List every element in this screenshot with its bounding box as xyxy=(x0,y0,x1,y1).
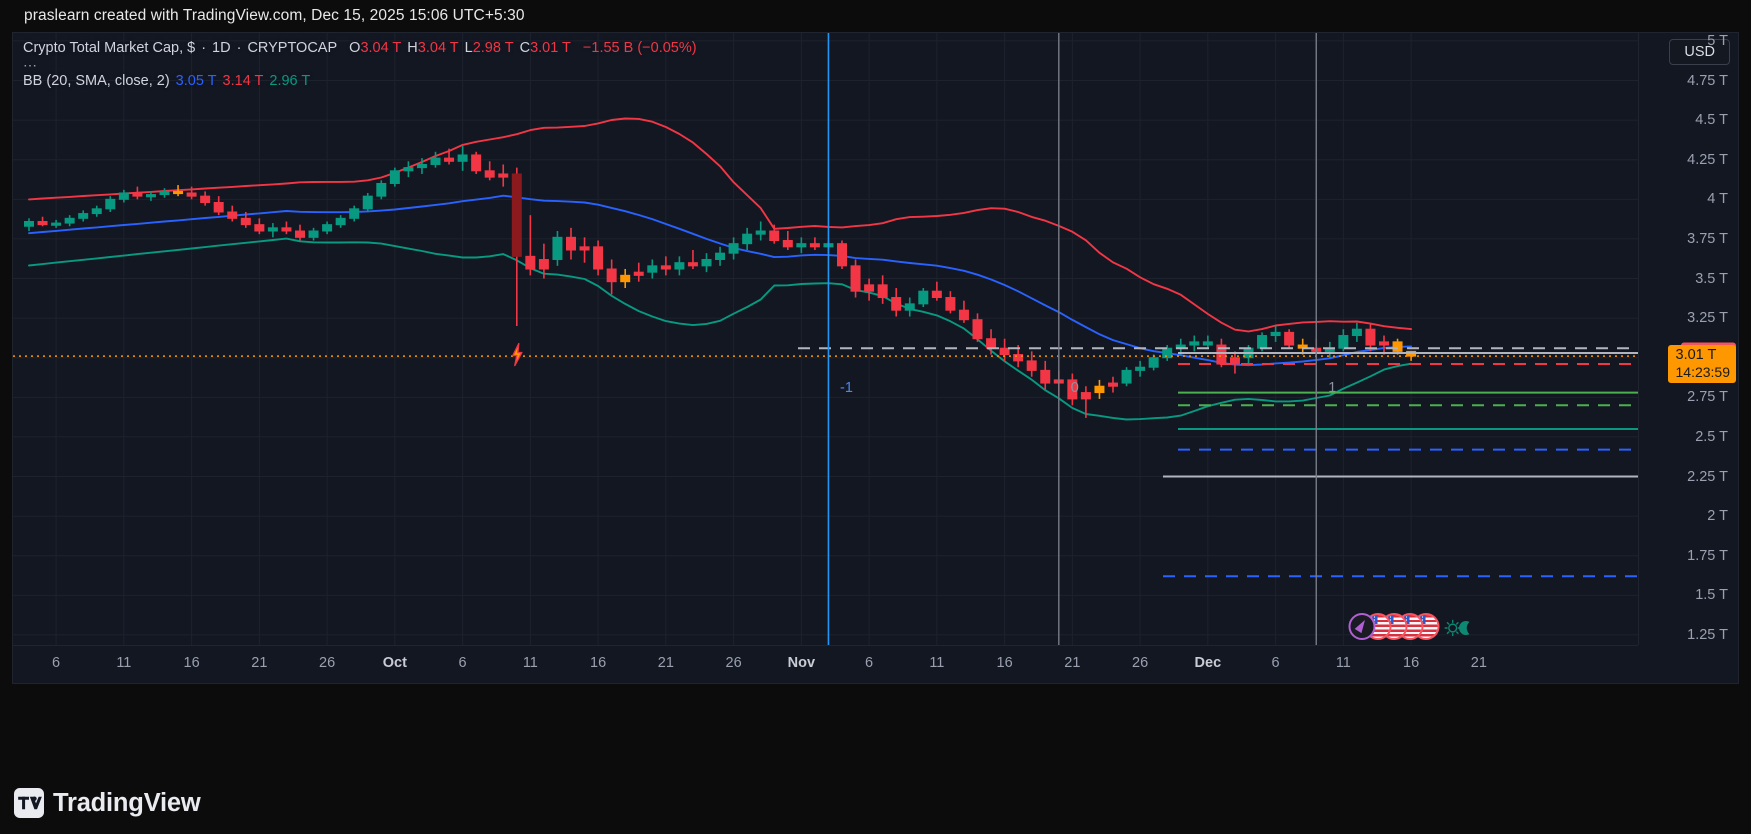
price-tick: 4.25 T xyxy=(1687,151,1728,168)
tradingview-mark-icon xyxy=(14,788,44,818)
chart-frame: -1 0 1 Crypto Total Market Cap, $ · 1D · CRYPT… xyxy=(12,32,1739,684)
time-tick: 16 xyxy=(183,655,200,671)
price-scale[interactable]: USD 5 T 4.75 T 4.5 T 4.25 T 4 T 3.75 T 3.5 T 3.… xyxy=(1638,33,1738,645)
attribution-bar: praslearn created with TradingView.com, … xyxy=(0,0,1751,32)
price-tick: 1.25 T xyxy=(1687,626,1728,643)
time-tick: 26 xyxy=(1132,655,1149,671)
time-tick: 11 xyxy=(929,655,945,671)
price-tick: 2.5 T xyxy=(1695,428,1728,445)
time-tick: 26 xyxy=(725,655,742,671)
price-tick: 4.75 T xyxy=(1687,72,1728,89)
time-tick: 21 xyxy=(1470,655,1487,671)
time-tick: 16 xyxy=(1403,655,1420,671)
time-tick: 6 xyxy=(52,655,61,671)
bar-countdown: 14:23:59 xyxy=(1675,364,1731,381)
price-tick: 1.5 T xyxy=(1695,587,1728,604)
time-tick: 21 xyxy=(1064,655,1081,671)
currency-button[interactable]: USD xyxy=(1669,39,1730,65)
price-tick: 2 T xyxy=(1707,508,1728,525)
price-tick: 5 T xyxy=(1707,32,1728,49)
series-level-label-2: 1 xyxy=(1328,380,1337,397)
price-tick: 3.25 T xyxy=(1687,310,1728,327)
time-tick: 16 xyxy=(590,655,607,671)
time-tick: 11 xyxy=(1335,655,1351,671)
day-night-icon[interactable] xyxy=(1443,617,1473,639)
chart-canvas xyxy=(13,33,1638,645)
time-tick: Nov xyxy=(787,655,816,671)
price-tick: 2.75 T xyxy=(1687,389,1728,406)
time-tick: 6 xyxy=(458,655,467,671)
time-tick: 11 xyxy=(116,655,132,671)
time-tick: 16 xyxy=(996,655,1013,671)
price-tick: 3.75 T xyxy=(1687,230,1728,247)
time-tick: Dec xyxy=(1194,655,1222,671)
series-level-label-0: -1 xyxy=(839,380,853,397)
time-tick: Oct xyxy=(382,655,407,671)
time-scale[interactable]: 6 11 16 21 26 Oct 6 11 16 21 26 Nov 6 11 16 21 26 Dec 6 11 1… xyxy=(13,645,1638,683)
price-tick: 3.5 T xyxy=(1695,270,1728,287)
price-tick: 4 T xyxy=(1707,191,1728,208)
time-tick: 6 xyxy=(1271,655,1280,671)
chart-plot-area[interactable]: -1 0 1 xyxy=(13,33,1638,645)
time-tick: 21 xyxy=(251,655,268,671)
time-tick: 26 xyxy=(319,655,336,671)
tradingview-wordmark: TradingView xyxy=(53,788,201,817)
price-badge-last[interactable]: 3.01 T 14:23:59 xyxy=(1667,345,1736,384)
time-tick: 11 xyxy=(522,655,538,671)
series-level-label-1: 0 xyxy=(1070,380,1079,397)
price-tick: 1.75 T xyxy=(1687,547,1728,564)
tradingview-logo[interactable]: TradingView xyxy=(14,788,201,818)
last-price-value: 3.01 T xyxy=(1675,347,1717,364)
time-tick: 21 xyxy=(657,655,674,671)
price-tick: 4.5 T xyxy=(1695,112,1728,129)
price-tick: 2.25 T xyxy=(1687,468,1728,485)
attribution-text: praslearn created with TradingView.com, … xyxy=(24,7,525,24)
time-tick: 6 xyxy=(865,655,874,671)
